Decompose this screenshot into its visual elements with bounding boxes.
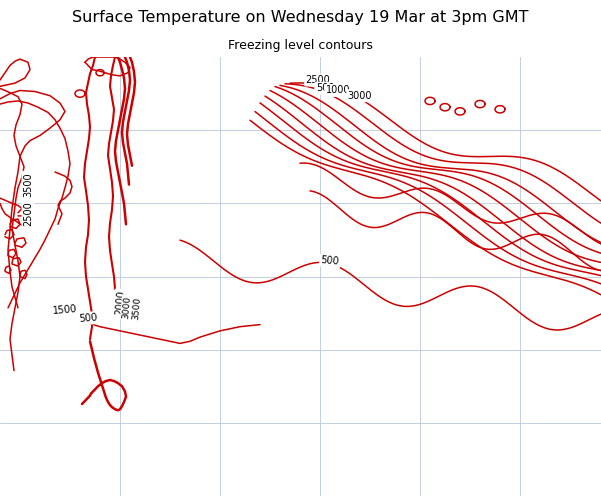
- Text: 2500: 2500: [23, 201, 33, 226]
- Text: 3000: 3000: [348, 91, 372, 101]
- Text: 500: 500: [78, 312, 97, 324]
- Text: 1500: 1500: [52, 304, 78, 316]
- Text: 3000
3500: 3000 3500: [121, 296, 142, 320]
- Text: 1000: 1000: [326, 85, 350, 96]
- Text: Surface Temperature on Wednesday 19 Mar at 3pm GMT: Surface Temperature on Wednesday 19 Mar …: [72, 9, 529, 25]
- Text: 2500: 2500: [306, 75, 331, 85]
- Text: 2000: 2000: [114, 290, 126, 315]
- Text: 500: 500: [320, 255, 340, 267]
- Text: Freezing level contours: Freezing level contours: [228, 39, 373, 52]
- Text: 3500: 3500: [23, 172, 33, 197]
- Text: 500: 500: [316, 83, 334, 93]
